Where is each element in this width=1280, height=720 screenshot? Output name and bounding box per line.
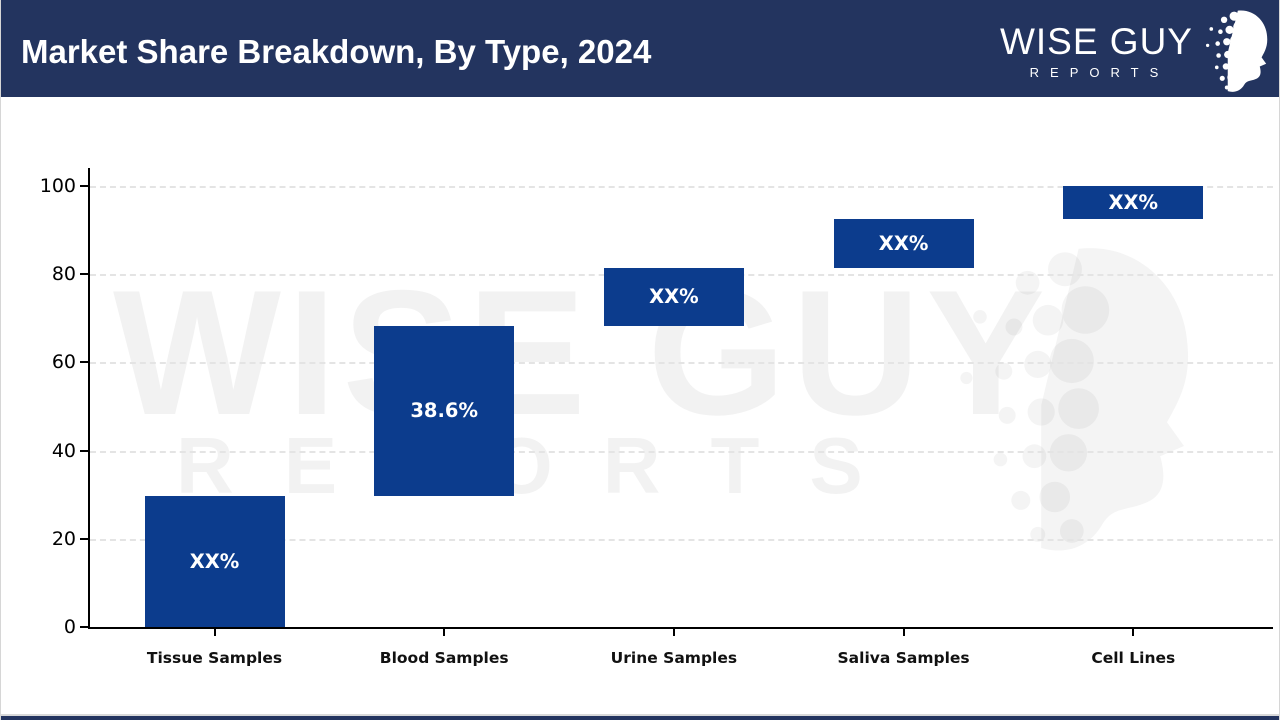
y-tick-label-40: 40 — [51, 439, 76, 462]
logo-text: WISE GUY REPORTS — [1000, 21, 1193, 80]
bar-value-label: XX% — [649, 285, 699, 309]
y-tick-label-20: 20 — [51, 527, 76, 550]
waterfall-chart: 0 20 40 60 80 100 XX% Tissue Samples 38.6% Blood … — [40, 168, 1273, 667]
x-tick-label-tissue-samples: Tissue Samples — [146, 649, 283, 667]
y-tick-mark-0 — [80, 626, 88, 628]
x-tick-mark-blood-samples — [443, 629, 446, 636]
wise-guy-reports-logo: WISE GUY REPORTS — [1000, 6, 1271, 94]
gridline-20 — [90, 538, 1273, 541]
footer-divider — [1, 714, 1279, 716]
logo-wordmark: WISE GUY — [999, 20, 1193, 62]
page-title: Market Share Breakdown, By Type, 2024 — [21, 33, 652, 70]
x-tick-mark-saliva-samples — [902, 629, 905, 636]
y-tick-label-100: 100 — [39, 175, 76, 197]
bar-saliva-samples: XX% — [833, 218, 974, 268]
y-tick-mark-100 — [80, 185, 88, 187]
y-tick-mark-80 — [80, 273, 88, 276]
y-tick-mark-60 — [80, 361, 88, 364]
bar-value-label: XX% — [1108, 190, 1159, 214]
x-tick-mark-tissue-samples — [213, 629, 216, 636]
bar-value-label: 38.6% — [410, 399, 479, 423]
x-tick-label-urine-samples: Urine Samples — [610, 649, 738, 667]
bar-value-label: XX% — [189, 550, 240, 573]
gridline-100 — [90, 186, 1273, 188]
bar-blood-samples: 38.6% — [374, 325, 515, 497]
x-tick-label-cell-lines: Cell Lines — [1091, 649, 1176, 667]
y-tick-label-60: 60 — [51, 351, 76, 374]
bar-cell-lines: XX% — [1063, 186, 1204, 219]
x-tick-label-blood-samples: Blood Samples — [379, 649, 509, 667]
x-tick-mark-urine-samples — [672, 629, 675, 636]
gridline-40 — [90, 450, 1273, 453]
gridline-60 — [90, 362, 1273, 365]
y-tick-label-0: 0 — [63, 616, 76, 638]
x-tick-mark-cell-lines — [1132, 629, 1135, 636]
dotted-head-profile-icon — [1205, 10, 1268, 92]
bar-tissue-samples: XX% — [144, 496, 285, 627]
bar-urine-samples: XX% — [603, 267, 744, 326]
x-tick-label-saliva-samples: Saliva Samples — [837, 649, 970, 667]
y-tick-mark-20 — [80, 537, 88, 540]
y-tick-label-80: 80 — [51, 263, 76, 286]
logo-subtitle: REPORTS — [1029, 64, 1170, 80]
footer-bar — [1, 716, 1279, 720]
header-banner: Market Share Breakdown, By Type, 2024 WI… — [1, 0, 1279, 97]
y-tick-mark-40 — [80, 449, 88, 452]
bar-value-label: XX% — [878, 231, 929, 255]
